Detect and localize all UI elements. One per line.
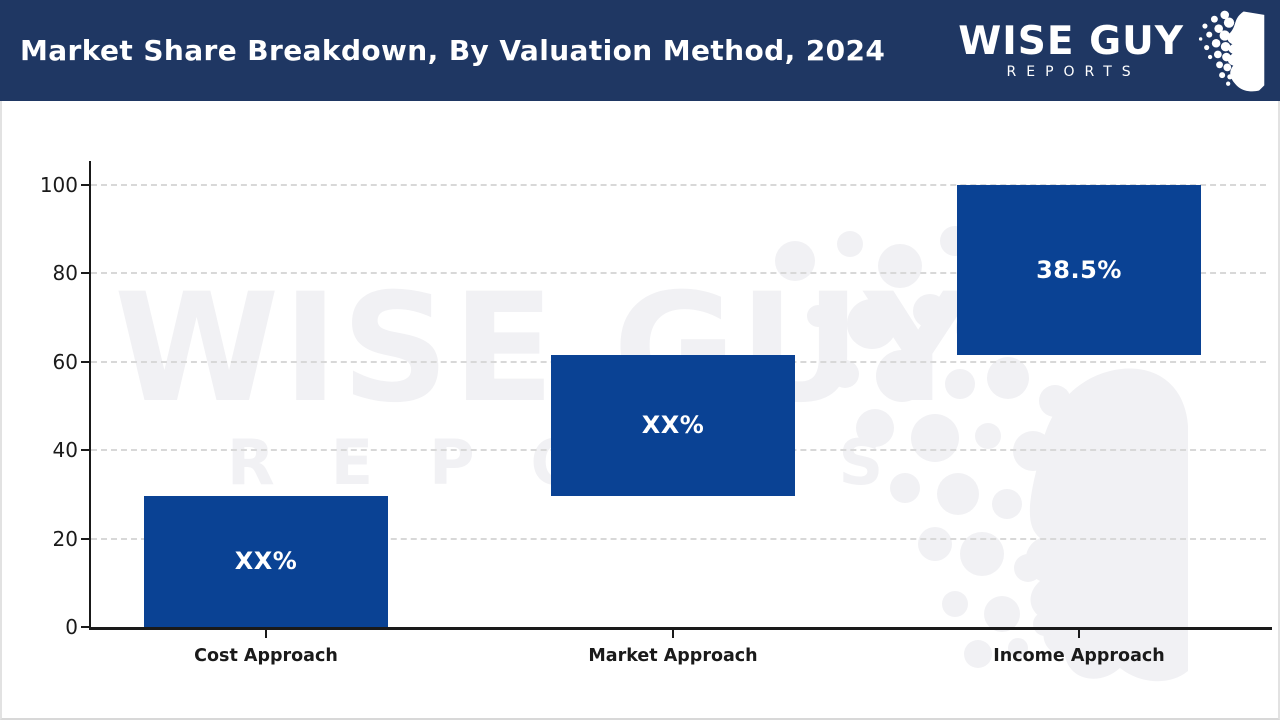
bar: XX% (144, 495, 388, 627)
bar: 38.5% (957, 185, 1201, 356)
y-axis-tick (81, 537, 91, 540)
y-axis-tick (81, 449, 91, 452)
x-category-label: Income Approach (993, 646, 1165, 666)
bar: XX% (551, 355, 795, 496)
y-axis-tick-label: 80 (52, 261, 78, 286)
logo-wordmark-block: WISE GUY REPORTS (958, 19, 1184, 80)
gridline (91, 184, 1266, 186)
plot-area: 0 20 40 60 80 100 XX% Cost Approach XX% Market Ap… (2, 101, 1278, 718)
chart-area: WISE GUY REPORTS 0 20 40 60 80 100 XX% Cost App… (0, 101, 1280, 720)
bar-value-label: 38.5% (1036, 256, 1122, 285)
y-axis-tick-label: 20 (52, 526, 78, 551)
y-axis-tick (81, 360, 91, 363)
x-axis-tick (1078, 630, 1080, 638)
y-axis-tick-label: 0 (65, 615, 78, 639)
gridline (91, 272, 1266, 275)
y-axis-tick-label: 60 (52, 349, 78, 374)
logo-wordmark: WISE GUY (958, 19, 1184, 65)
x-category-label: Market Approach (588, 646, 758, 666)
y-axis-tick (81, 272, 91, 275)
wise-guy-reports-logo: WISE GUY REPORTS (958, 7, 1266, 95)
x-axis-tick (672, 630, 674, 638)
x-axis-line (89, 627, 1272, 630)
x-axis-tick (265, 630, 267, 638)
y-axis-tick (81, 184, 91, 186)
chart-title: Market Share Breakdown, By Valuation Met… (20, 34, 886, 67)
logo-subtext: REPORTS (1006, 63, 1141, 80)
y-axis-tick-label: 100 (39, 173, 78, 197)
gridline (91, 537, 1266, 540)
y-axis-tick-label: 40 (52, 438, 78, 463)
bar-value-label: XX% (641, 411, 705, 440)
logo-face-icon (1198, 10, 1265, 92)
header: Market Share Breakdown, By Valuation Met… (0, 0, 1280, 101)
x-category-label: Cost Approach (194, 646, 338, 666)
watermark-face-icon (775, 226, 1188, 682)
bar-value-label: XX% (234, 547, 298, 576)
y-axis-line (89, 161, 91, 630)
watermark-wordmark: WISE GUY (114, 262, 976, 436)
y-axis-tick (81, 626, 91, 628)
watermark: WISE GUY REPORTS (2, 101, 1278, 718)
